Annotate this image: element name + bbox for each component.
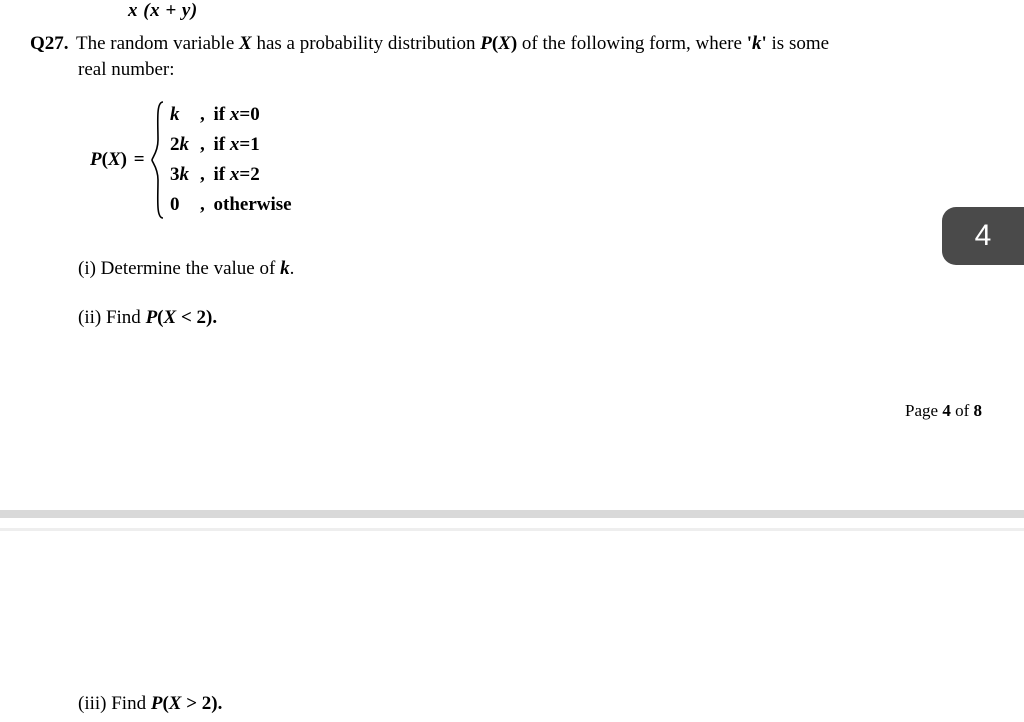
cond-val: 0 [250, 104, 260, 125]
brace-wrap: k, if x=0 2k, if x=1 3k, if x=2 0, other… [151, 100, 291, 220]
page-current: 4 [942, 401, 951, 420]
page-of: of [951, 401, 974, 420]
part-iii-text: (iii) Find [78, 693, 151, 714]
left-brace-icon [151, 100, 165, 220]
value: 2 [202, 693, 212, 714]
cond-val: 1 [250, 134, 260, 155]
comma: , [200, 194, 205, 215]
part-ii-text: (ii) Find [78, 307, 146, 328]
equals-sign: = [134, 149, 145, 171]
case-row: 3k, if x=2 [170, 160, 292, 190]
text: of the following form, where [517, 33, 747, 54]
part-ii: (ii) Find P(X < 2). [78, 307, 217, 329]
case-coeff: 3 [170, 164, 180, 185]
marks-badge: 4 [942, 207, 1024, 265]
piecewise-function: P(X) = k, if x=0 2k, if x=1 3k, if x=2 [90, 100, 292, 220]
function-p: P [480, 33, 492, 54]
page-number: Page 4 of 8 [905, 401, 982, 421]
less-than: < [176, 307, 196, 328]
case-condition: if x=2 [214, 164, 260, 185]
case-condition: if x=1 [214, 134, 260, 155]
comma: , [200, 164, 205, 185]
case-condition: if x=0 [214, 104, 260, 125]
function-p: P [151, 693, 163, 714]
page: { "fragment_top": "x (x + y)", "question… [0, 0, 1024, 722]
question-text-line2: real number: [78, 59, 175, 81]
case-k: k [180, 164, 190, 185]
piecewise-lhs: P(X) [90, 149, 127, 171]
case-row: 2k, if x=1 [170, 130, 292, 160]
divider-bar [0, 510, 1024, 518]
value: 2 [197, 307, 207, 328]
piecewise-cases: k, if x=0 2k, if x=1 3k, if x=2 0, other… [170, 100, 292, 220]
period: . [290, 258, 295, 279]
function-arg: X [108, 149, 121, 170]
function-arg: X [169, 693, 182, 714]
page-prefix: Page [905, 401, 942, 420]
case-row: 0, otherwise [170, 190, 292, 220]
function-p: P [146, 307, 158, 328]
variable-x: X [239, 33, 252, 54]
otherwise-text: otherwise [214, 194, 292, 215]
part-i-text: (i) Determine the value of [78, 258, 280, 279]
comma: , [200, 134, 205, 155]
previous-question-fragment: x (x + y) [128, 0, 198, 22]
question-row: Q27.The random variable X has a probabil… [30, 30, 984, 58]
cond-var: x [230, 104, 240, 125]
page-total: 8 [974, 401, 983, 420]
cond-val: 2 [250, 164, 260, 185]
function-p: P [90, 149, 102, 170]
cond-eq: = [239, 134, 250, 155]
text: is some [767, 33, 829, 54]
paren-close: ) [121, 149, 127, 170]
text: has a probability distribution [252, 33, 481, 54]
cond-var: x [230, 134, 240, 155]
variable-k: k [280, 258, 290, 279]
case-coeff: 2 [170, 134, 180, 155]
part-iii: (iii) Find P(X > 2). [78, 693, 222, 715]
case-row: k, if x=0 [170, 100, 292, 130]
cond-eq: = [239, 104, 250, 125]
question-label: Q27. [30, 30, 76, 58]
part-i: (i) Determine the value of k. [78, 258, 294, 280]
cond-var: x [230, 164, 240, 185]
case-k: k [170, 104, 180, 125]
case-condition: otherwise [214, 194, 292, 215]
divider-bar [0, 528, 1024, 531]
question-text: The random variable X has a probability … [76, 33, 829, 54]
if-text: if [214, 134, 230, 155]
text: The random variable [76, 33, 239, 54]
comma: , [200, 104, 205, 125]
case-zero: 0 [170, 194, 180, 215]
cond-eq: = [239, 164, 250, 185]
period: . [212, 307, 217, 328]
case-k: k [180, 134, 190, 155]
function-arg: X [498, 33, 511, 54]
function-arg: X [164, 307, 177, 328]
if-text: if [214, 164, 230, 185]
period: . [218, 693, 223, 714]
if-text: if [214, 104, 230, 125]
page-divider [0, 510, 1024, 536]
greater-than: > [181, 693, 201, 714]
